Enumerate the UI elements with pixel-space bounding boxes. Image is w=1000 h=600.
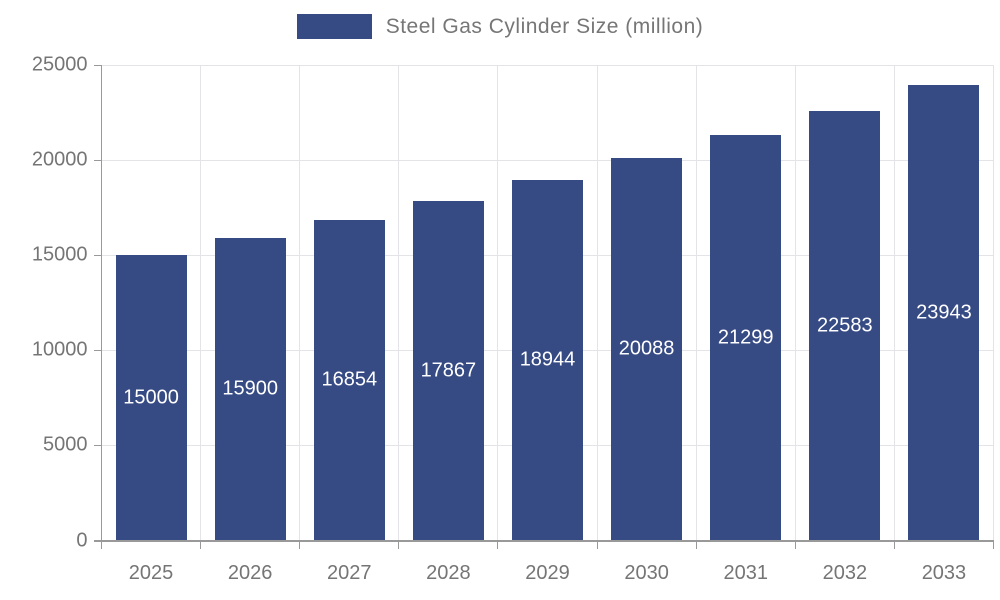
bar-2032[interactable] bbox=[809, 110, 881, 541]
x-axis-tick bbox=[695, 540, 697, 549]
chart-legend[interactable]: Steel Gas Cylinder Size (million) bbox=[0, 14, 1000, 39]
y-axis-label: 25000 bbox=[31, 53, 88, 76]
bar-2027[interactable] bbox=[313, 219, 385, 541]
y-axis-tick bbox=[93, 349, 102, 351]
bar-value-label: 21299 bbox=[717, 326, 774, 349]
h-gridline bbox=[101, 159, 994, 161]
x-axis-tick bbox=[497, 540, 499, 549]
x-axis-tick bbox=[794, 540, 796, 549]
v-gridline bbox=[596, 65, 598, 541]
v-gridline bbox=[200, 65, 202, 541]
bar-value-label: 16854 bbox=[321, 368, 378, 391]
legend-label: Steel Gas Cylinder Size (million) bbox=[385, 14, 704, 38]
bar-value-label: 22583 bbox=[817, 314, 873, 337]
y-axis-label: 20000 bbox=[31, 148, 88, 171]
v-gridline bbox=[993, 65, 994, 541]
bar-value-label: 15000 bbox=[123, 386, 179, 409]
x-axis-tick bbox=[200, 540, 202, 549]
v-gridline bbox=[695, 65, 697, 541]
bar-2025[interactable] bbox=[115, 255, 187, 541]
bar-2033[interactable] bbox=[908, 85, 980, 541]
bar-2030[interactable] bbox=[611, 158, 683, 541]
bar-value-label: 17867 bbox=[420, 359, 477, 382]
x-axis-label: 2030 bbox=[624, 561, 669, 584]
y-axis-tick bbox=[93, 159, 102, 161]
bar-2031[interactable] bbox=[710, 135, 782, 541]
y-axis-line bbox=[100, 65, 102, 541]
x-axis-tick bbox=[596, 540, 598, 549]
x-axis-label: 2029 bbox=[525, 561, 570, 584]
x-axis-tick bbox=[893, 540, 895, 549]
x-axis-tick bbox=[993, 540, 994, 549]
x-axis-label: 2032 bbox=[822, 561, 868, 584]
bar-2028[interactable] bbox=[412, 200, 484, 541]
x-axis-label: 2033 bbox=[921, 561, 967, 584]
x-axis-line bbox=[93, 540, 994, 542]
bar-value-label: 20088 bbox=[618, 337, 675, 360]
y-axis-label: 0 bbox=[76, 529, 88, 551]
h-gridline bbox=[101, 64, 994, 66]
x-axis-label: 2026 bbox=[227, 561, 273, 584]
y-axis-tick bbox=[93, 64, 102, 66]
x-axis-label: 2031 bbox=[723, 561, 768, 584]
v-gridline bbox=[299, 65, 301, 541]
bar-2026[interactable] bbox=[214, 238, 286, 541]
y-axis-label: 5000 bbox=[43, 433, 88, 456]
v-gridline bbox=[497, 65, 499, 541]
v-gridline bbox=[794, 65, 796, 541]
x-axis-label: 2028 bbox=[426, 561, 471, 584]
x-axis-tick bbox=[299, 540, 301, 549]
legend-swatch bbox=[296, 14, 372, 39]
y-axis-label: 10000 bbox=[31, 338, 88, 361]
x-axis-label: 2025 bbox=[128, 561, 174, 584]
bar-value-label: 15900 bbox=[222, 377, 278, 400]
x-axis-label: 2027 bbox=[327, 561, 372, 584]
y-axis-tick bbox=[93, 254, 102, 256]
v-gridline bbox=[893, 65, 895, 541]
y-axis-tick bbox=[93, 444, 102, 446]
y-axis-label: 15000 bbox=[31, 243, 88, 266]
v-gridline bbox=[398, 65, 400, 541]
bar-2029[interactable] bbox=[512, 180, 583, 541]
x-axis-tick bbox=[398, 540, 400, 549]
bar-value-label: 18944 bbox=[519, 348, 576, 371]
bar-value-label: 23943 bbox=[916, 301, 972, 324]
x-axis-tick bbox=[101, 540, 102, 549]
